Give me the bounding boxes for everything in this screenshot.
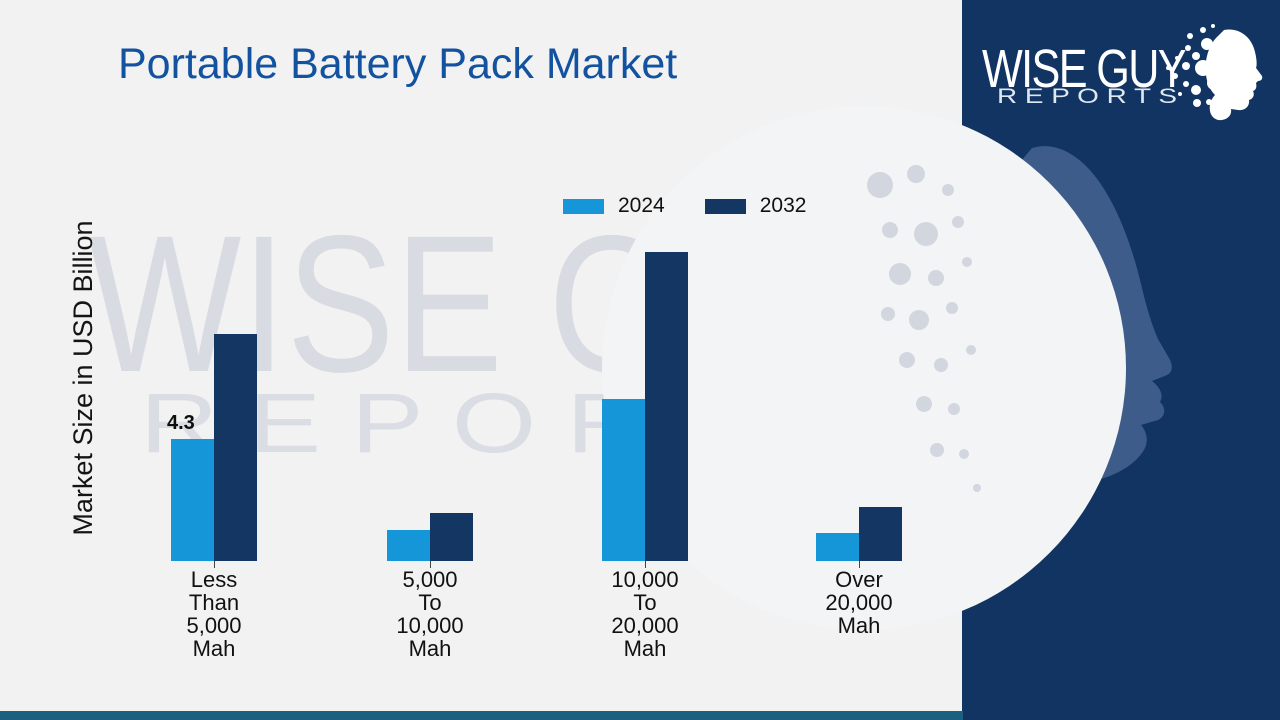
- bar-2024-group2: [387, 530, 430, 561]
- y-axis-label: Market Size in USD Billion: [68, 220, 98, 536]
- legend-item-2024: 2024: [563, 194, 665, 218]
- bottom-accent-bar: [0, 711, 963, 720]
- bar-2024-group3: [602, 399, 645, 561]
- bar-value-label: 4.3: [167, 412, 195, 434]
- x-axis-category-label: 5,000 To 10,000 Mah: [396, 567, 464, 661]
- legend-label-2024: 2024: [618, 194, 665, 217]
- x-axis-category-label: Less Than 5,000 Mah: [186, 567, 242, 661]
- brand-circle-cutout: [602, 106, 1126, 630]
- legend-swatch-2024: [563, 198, 604, 214]
- bar-2032-group3: [645, 252, 688, 561]
- legend-swatch-2032: [704, 198, 746, 214]
- bar-2024-group4: [816, 533, 859, 561]
- bar-2032-group2: [430, 513, 473, 561]
- legend: 2024 2032: [563, 194, 806, 218]
- logo: WISE GUY R E P O R T S: [982, 24, 1263, 121]
- legend-item-2032: 2032: [704, 194, 807, 218]
- x-axis-tick: [213, 561, 215, 568]
- x-axis-tick: [644, 561, 646, 568]
- watermark-dots-icon: [867, 165, 981, 492]
- legend-label-2032: 2032: [759, 194, 807, 217]
- logo-head-dots-icon: [1166, 24, 1227, 107]
- logo-wiseguy-text: WISE GUY: [982, 39, 1186, 99]
- bar-2032-group1: [214, 334, 257, 561]
- bar-2032-group4: [859, 507, 902, 561]
- logo-reports-text: R E P O R T S: [997, 85, 1177, 108]
- bar-2024-group1: [171, 439, 214, 561]
- page-title: Portable Battery Pack Market: [118, 40, 678, 88]
- x-axis-tick: [429, 561, 431, 568]
- x-axis-category-label: 10,000 To 20,000 Mah: [611, 567, 679, 661]
- x-axis-category-label: Over 20,000 Mah: [825, 567, 893, 638]
- x-axis-tick: [858, 561, 860, 568]
